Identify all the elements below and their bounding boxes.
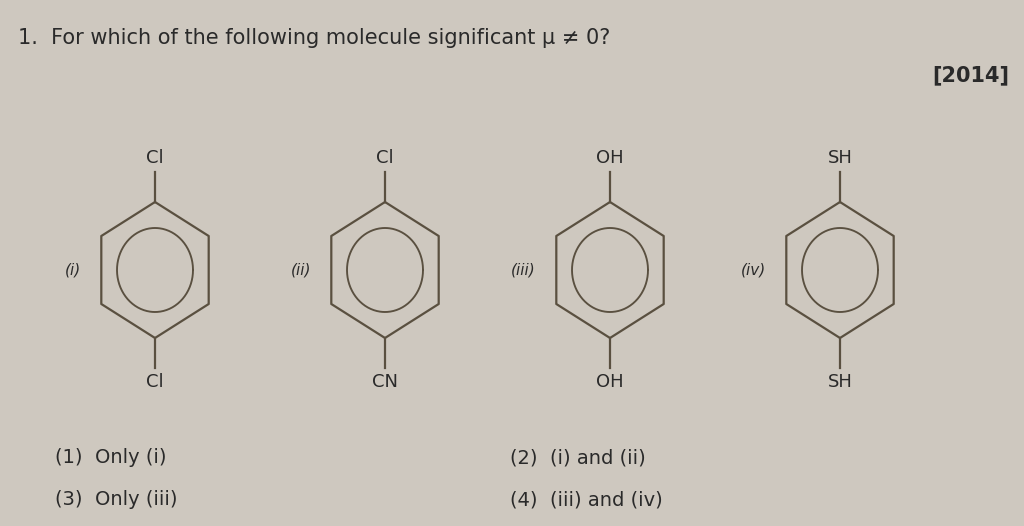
Text: 1.  For which of the following molecule significant μ ≠ 0?: 1. For which of the following molecule s…: [18, 28, 610, 48]
Text: SH: SH: [827, 149, 852, 167]
Text: SH: SH: [827, 373, 852, 391]
Text: (ii): (ii): [291, 262, 311, 278]
Text: (i): (i): [65, 262, 81, 278]
Text: (3)  Only (iii): (3) Only (iii): [55, 490, 177, 509]
Text: OH: OH: [596, 373, 624, 391]
Text: Cl: Cl: [376, 149, 394, 167]
Text: Cl: Cl: [146, 373, 164, 391]
Text: Cl: Cl: [146, 149, 164, 167]
Text: (1)  Only (i): (1) Only (i): [55, 448, 167, 467]
Text: [2014]: [2014]: [932, 65, 1009, 85]
Text: (iv): (iv): [740, 262, 766, 278]
Text: (2)  (i) and (ii): (2) (i) and (ii): [510, 448, 646, 467]
Text: CN: CN: [372, 373, 398, 391]
Text: (4)  (iii) and (iv): (4) (iii) and (iv): [510, 490, 663, 509]
Text: (iii): (iii): [511, 262, 536, 278]
Text: OH: OH: [596, 149, 624, 167]
